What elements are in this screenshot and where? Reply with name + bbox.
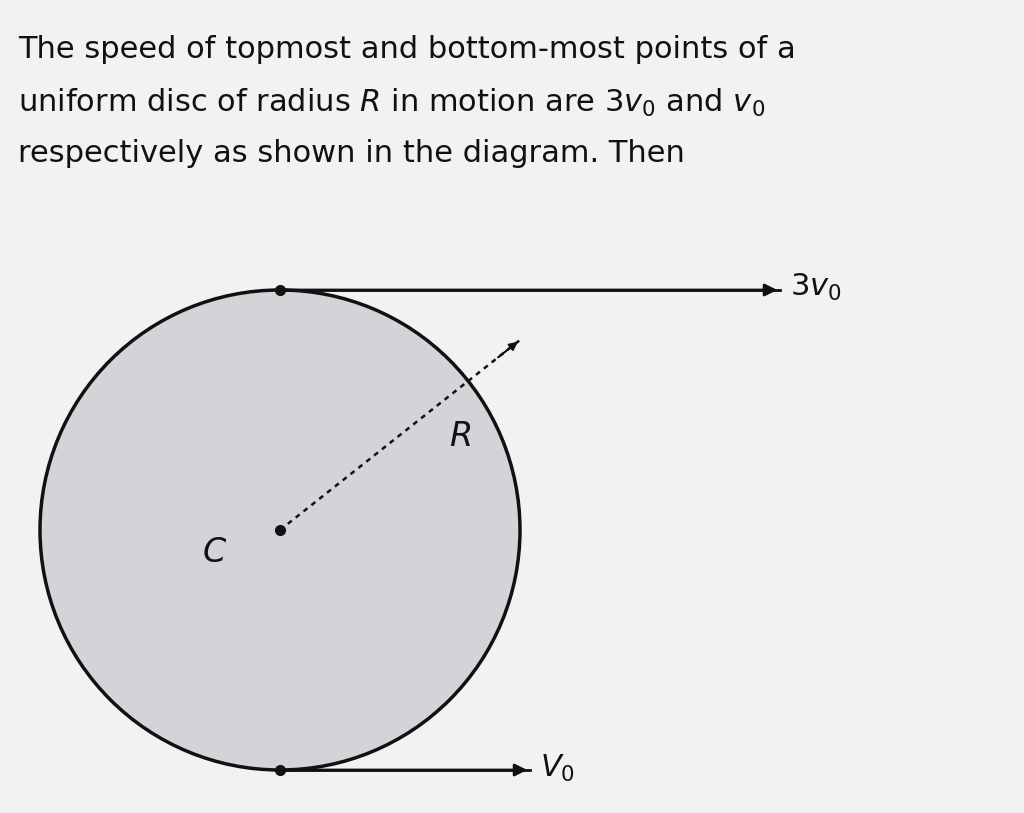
Text: $V_0$: $V_0$ bbox=[540, 753, 575, 784]
Text: $R$: $R$ bbox=[449, 420, 471, 453]
Text: $3v_0$: $3v_0$ bbox=[790, 272, 842, 302]
Circle shape bbox=[40, 290, 520, 770]
Text: The speed of topmost and bottom-most points of a: The speed of topmost and bottom-most poi… bbox=[18, 35, 796, 64]
Text: $C$: $C$ bbox=[203, 536, 227, 568]
Text: respectively as shown in the diagram. Then: respectively as shown in the diagram. Th… bbox=[18, 139, 685, 168]
Text: uniform disc of radius $R$ in motion are $3v_0$ and $v_0$: uniform disc of radius $R$ in motion are… bbox=[18, 87, 765, 119]
